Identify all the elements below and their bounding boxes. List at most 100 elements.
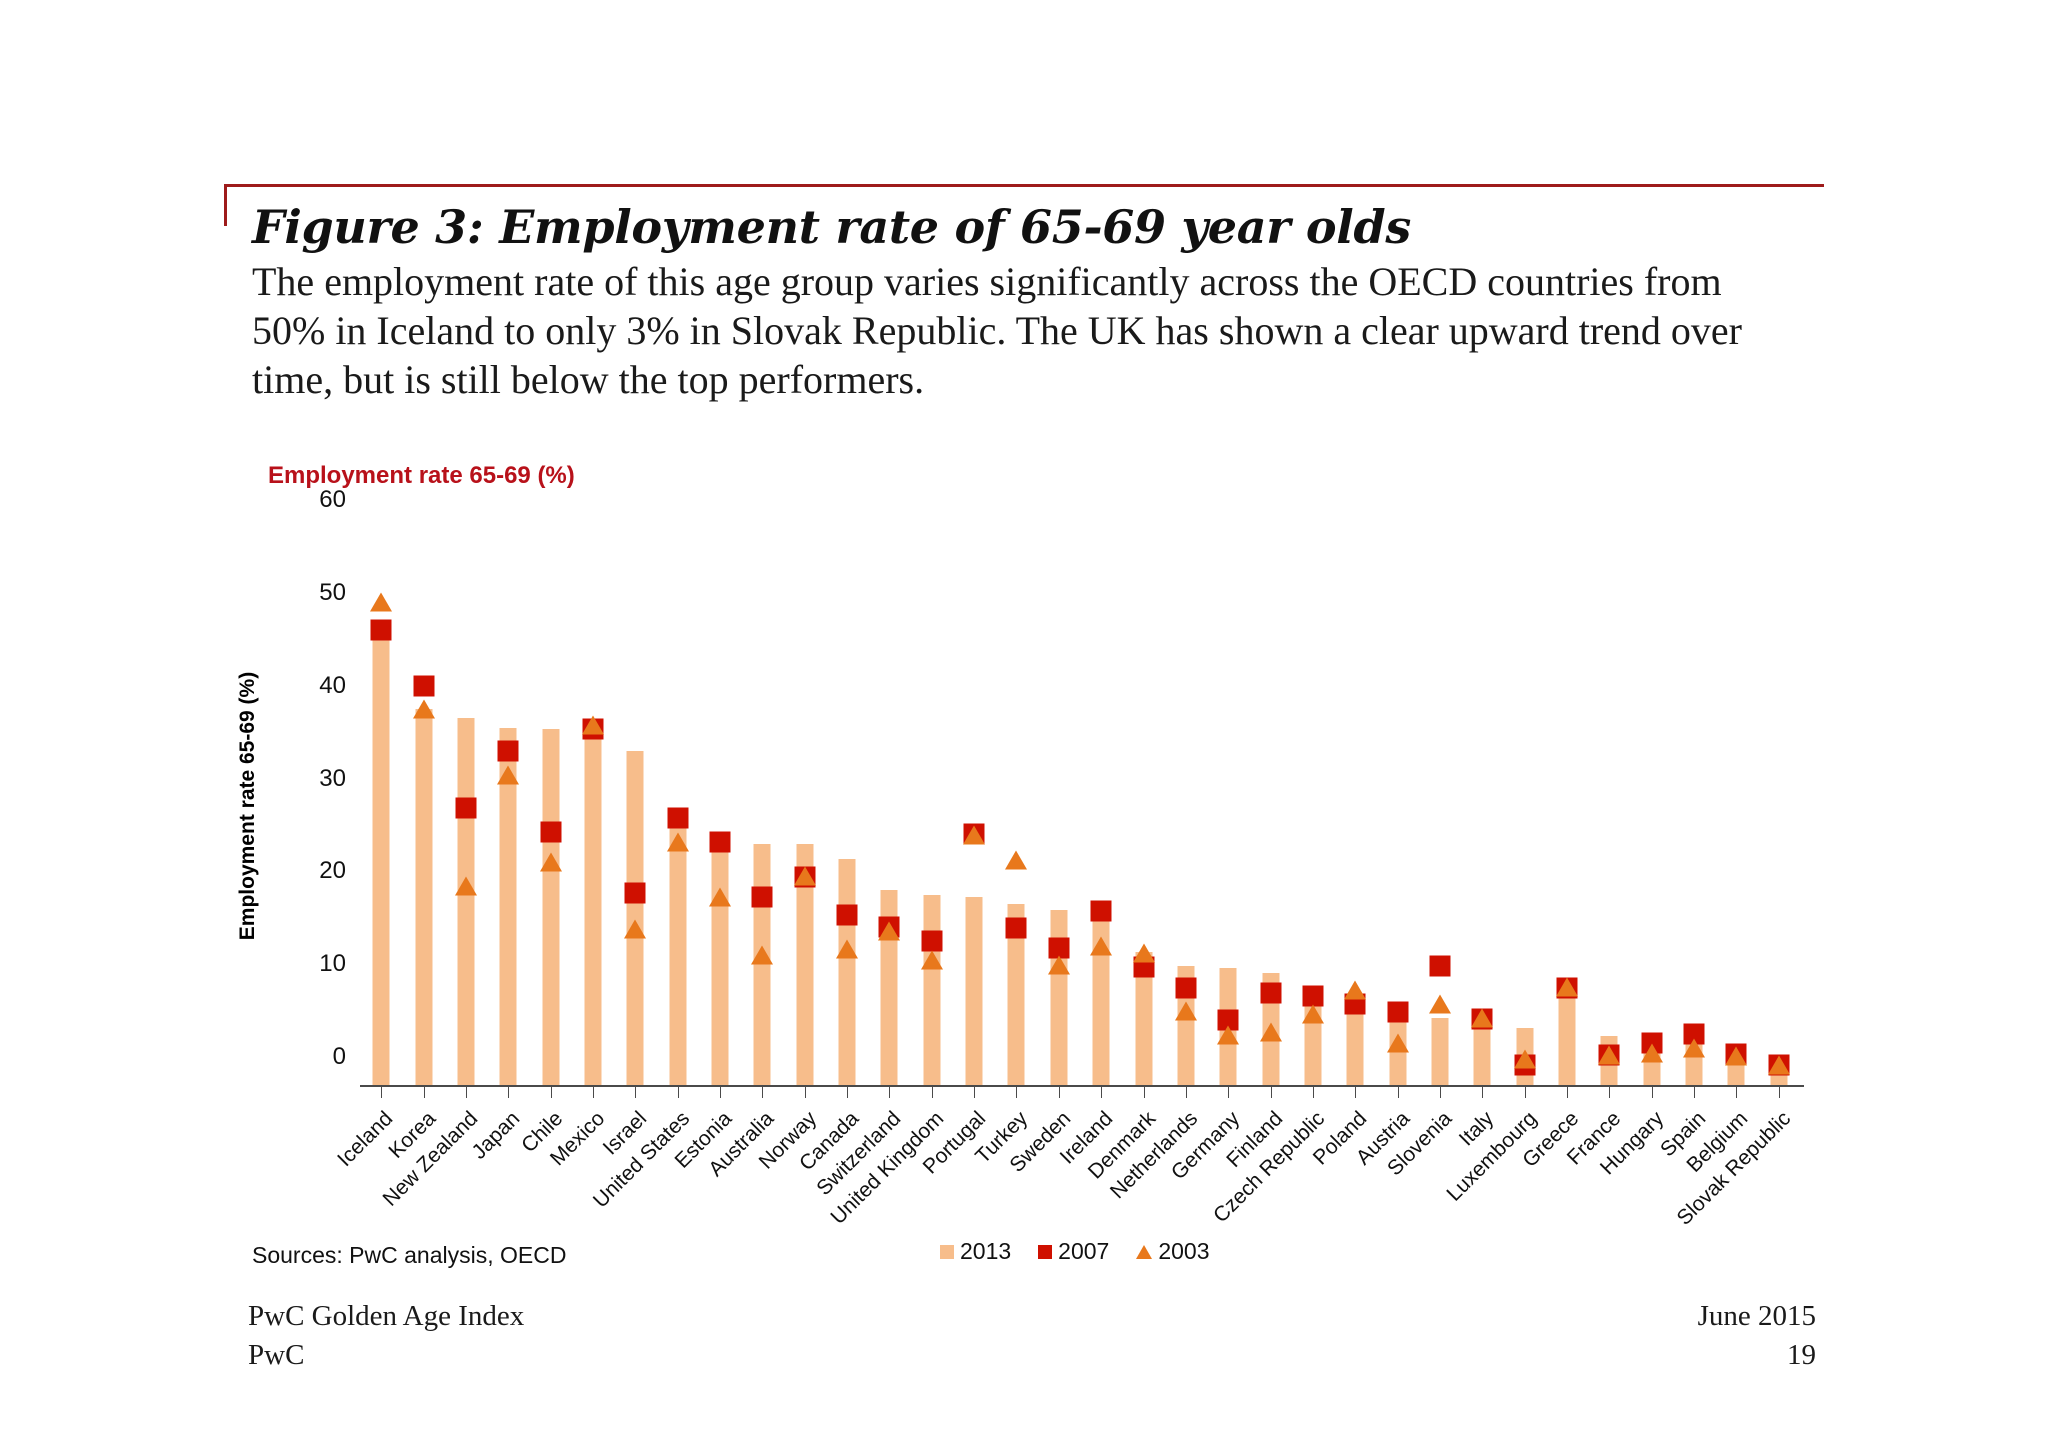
bar-2013[interactable]	[372, 625, 390, 1085]
chart-category-group[interactable]: Sweden	[1005, 528, 1080, 1177]
marker-2003[interactable]	[1683, 1038, 1706, 1058]
legend-item[interactable]: 2013	[940, 1238, 1011, 1265]
chart-category-group[interactable]: Spain	[1656, 528, 1715, 1161]
marker-2007[interactable]	[667, 807, 689, 829]
marker-2007[interactable]	[455, 797, 477, 819]
bar-2013[interactable]	[457, 718, 475, 1085]
chart-category-group[interactable]: Israel	[599, 528, 656, 1160]
chart-category-group[interactable]: Slovak Republic	[1672, 528, 1800, 1230]
marker-2003[interactable]	[1090, 936, 1113, 956]
bar-2013[interactable]	[499, 727, 517, 1085]
marker-2007[interactable]	[921, 930, 943, 952]
chart-category-group[interactable]: Denmark	[1083, 528, 1164, 1184]
chart-category-group[interactable]: Luxembourg	[1442, 528, 1546, 1206]
marker-2003[interactable]	[1428, 994, 1451, 1014]
marker-2003[interactable]	[1640, 1043, 1663, 1063]
chart-category-group[interactable]: Belgium	[1683, 528, 1757, 1177]
marker-2003[interactable]	[666, 832, 689, 852]
chart-category-group[interactable]: Estonia	[670, 528, 741, 1173]
legend-item[interactable]: 2003	[1136, 1238, 1210, 1265]
marker-2003[interactable]	[878, 921, 901, 941]
bar-2013[interactable]	[1135, 952, 1153, 1085]
marker-2003[interactable]	[793, 866, 816, 886]
chart-category-group[interactable]: United States	[588, 528, 698, 1212]
bar-2013[interactable]	[838, 859, 856, 1085]
bar-2013[interactable]	[711, 840, 729, 1085]
bar-2013[interactable]	[923, 894, 941, 1085]
bar-2013[interactable]	[1473, 1025, 1491, 1085]
marker-2003[interactable]	[1725, 1046, 1748, 1066]
chart-category-group[interactable]: Netherlands	[1106, 528, 1207, 1203]
marker-2003[interactable]	[836, 939, 859, 959]
marker-2007[interactable]	[370, 619, 392, 641]
chart-category-group[interactable]: Portugal	[919, 528, 995, 1179]
chart-category-group[interactable]: Iceland	[333, 528, 402, 1171]
marker-2003[interactable]	[708, 887, 731, 907]
chart-category-group[interactable]: United Kingdom	[826, 528, 953, 1229]
marker-2003[interactable]	[1556, 977, 1579, 997]
bar-2013[interactable]	[1007, 903, 1025, 1085]
chart-category-group[interactable]: Chile	[517, 528, 571, 1157]
marker-2003[interactable]	[1174, 1001, 1197, 1021]
bar-2013[interactable]	[669, 811, 687, 1085]
chart-category-group[interactable]: Finland	[1222, 528, 1291, 1172]
marker-2003[interactable]	[1047, 955, 1070, 975]
marker-2003[interactable]	[920, 950, 943, 970]
marker-2003[interactable]	[1471, 1008, 1494, 1028]
marker-2003[interactable]	[1386, 1033, 1409, 1053]
marker-2003[interactable]	[963, 825, 986, 845]
marker-2003[interactable]	[1513, 1049, 1536, 1069]
marker-2007[interactable]	[413, 675, 435, 697]
marker-2007[interactable]	[1429, 955, 1451, 977]
chart-category-group[interactable]: Hungary	[1596, 528, 1673, 1179]
marker-2007[interactable]	[1090, 900, 1112, 922]
bar-2013[interactable]	[1431, 1018, 1449, 1085]
marker-2007[interactable]	[1387, 1001, 1409, 1023]
marker-2007[interactable]	[540, 821, 562, 843]
marker-2003[interactable]	[1344, 980, 1367, 1000]
marker-2007[interactable]	[751, 886, 773, 908]
bar-2013[interactable]	[626, 750, 644, 1085]
chart-category-group[interactable]: Korea	[384, 528, 444, 1163]
chart-category-group[interactable]: France	[1563, 528, 1630, 1169]
bar-2013[interactable]	[965, 896, 983, 1085]
bar-2013[interactable]	[584, 727, 602, 1085]
chart-category-group[interactable]: Germany	[1167, 528, 1249, 1184]
marker-2003[interactable]	[581, 715, 604, 735]
marker-2007[interactable]	[624, 882, 646, 904]
marker-2003[interactable]	[1301, 1004, 1324, 1024]
chart-category-group[interactable]: Mexico	[546, 528, 614, 1170]
chart-category-group[interactable]: New Zealand	[378, 528, 487, 1211]
chart-category-group[interactable]: Poland	[1309, 528, 1376, 1170]
chart-category-group[interactable]: Czech Republic	[1209, 528, 1334, 1227]
marker-2003[interactable]	[1217, 1025, 1240, 1045]
marker-2007[interactable]	[497, 740, 519, 762]
chart-category-group[interactable]: Ireland	[1056, 528, 1122, 1169]
marker-2007[interactable]	[1260, 982, 1282, 1004]
marker-2003[interactable]	[539, 852, 562, 872]
marker-2007[interactable]	[836, 904, 858, 926]
marker-2007[interactable]	[709, 831, 731, 853]
chart-category-group[interactable]: Italy	[1455, 528, 1503, 1150]
chart-category-group[interactable]: Japan	[468, 528, 529, 1164]
chart-category-group[interactable]: Norway	[754, 528, 826, 1174]
chart-category-group[interactable]: Canada	[795, 528, 868, 1175]
bar-2013[interactable]	[542, 729, 560, 1085]
marker-2003[interactable]	[497, 765, 520, 785]
bar-2013[interactable]	[1558, 985, 1576, 1085]
chart-category-group[interactable]: Turkey	[972, 528, 1037, 1168]
marker-2007[interactable]	[1048, 937, 1070, 959]
marker-2007[interactable]	[1175, 977, 1197, 999]
legend-item[interactable]: 2007	[1038, 1238, 1109, 1265]
marker-2003[interactable]	[1005, 850, 1028, 870]
marker-2003[interactable]	[624, 919, 647, 939]
bar-2013[interactable]	[415, 709, 433, 1085]
marker-2003[interactable]	[1132, 943, 1155, 963]
chart-category-group[interactable]: Austria	[1351, 528, 1418, 1169]
marker-2007[interactable]	[1302, 985, 1324, 1007]
marker-2003[interactable]	[1259, 1022, 1282, 1042]
marker-2003[interactable]	[1598, 1045, 1621, 1065]
marker-2003[interactable]	[1767, 1055, 1790, 1075]
chart-category-group[interactable]: Switzerland	[813, 528, 910, 1200]
marker-2003[interactable]	[412, 699, 435, 719]
